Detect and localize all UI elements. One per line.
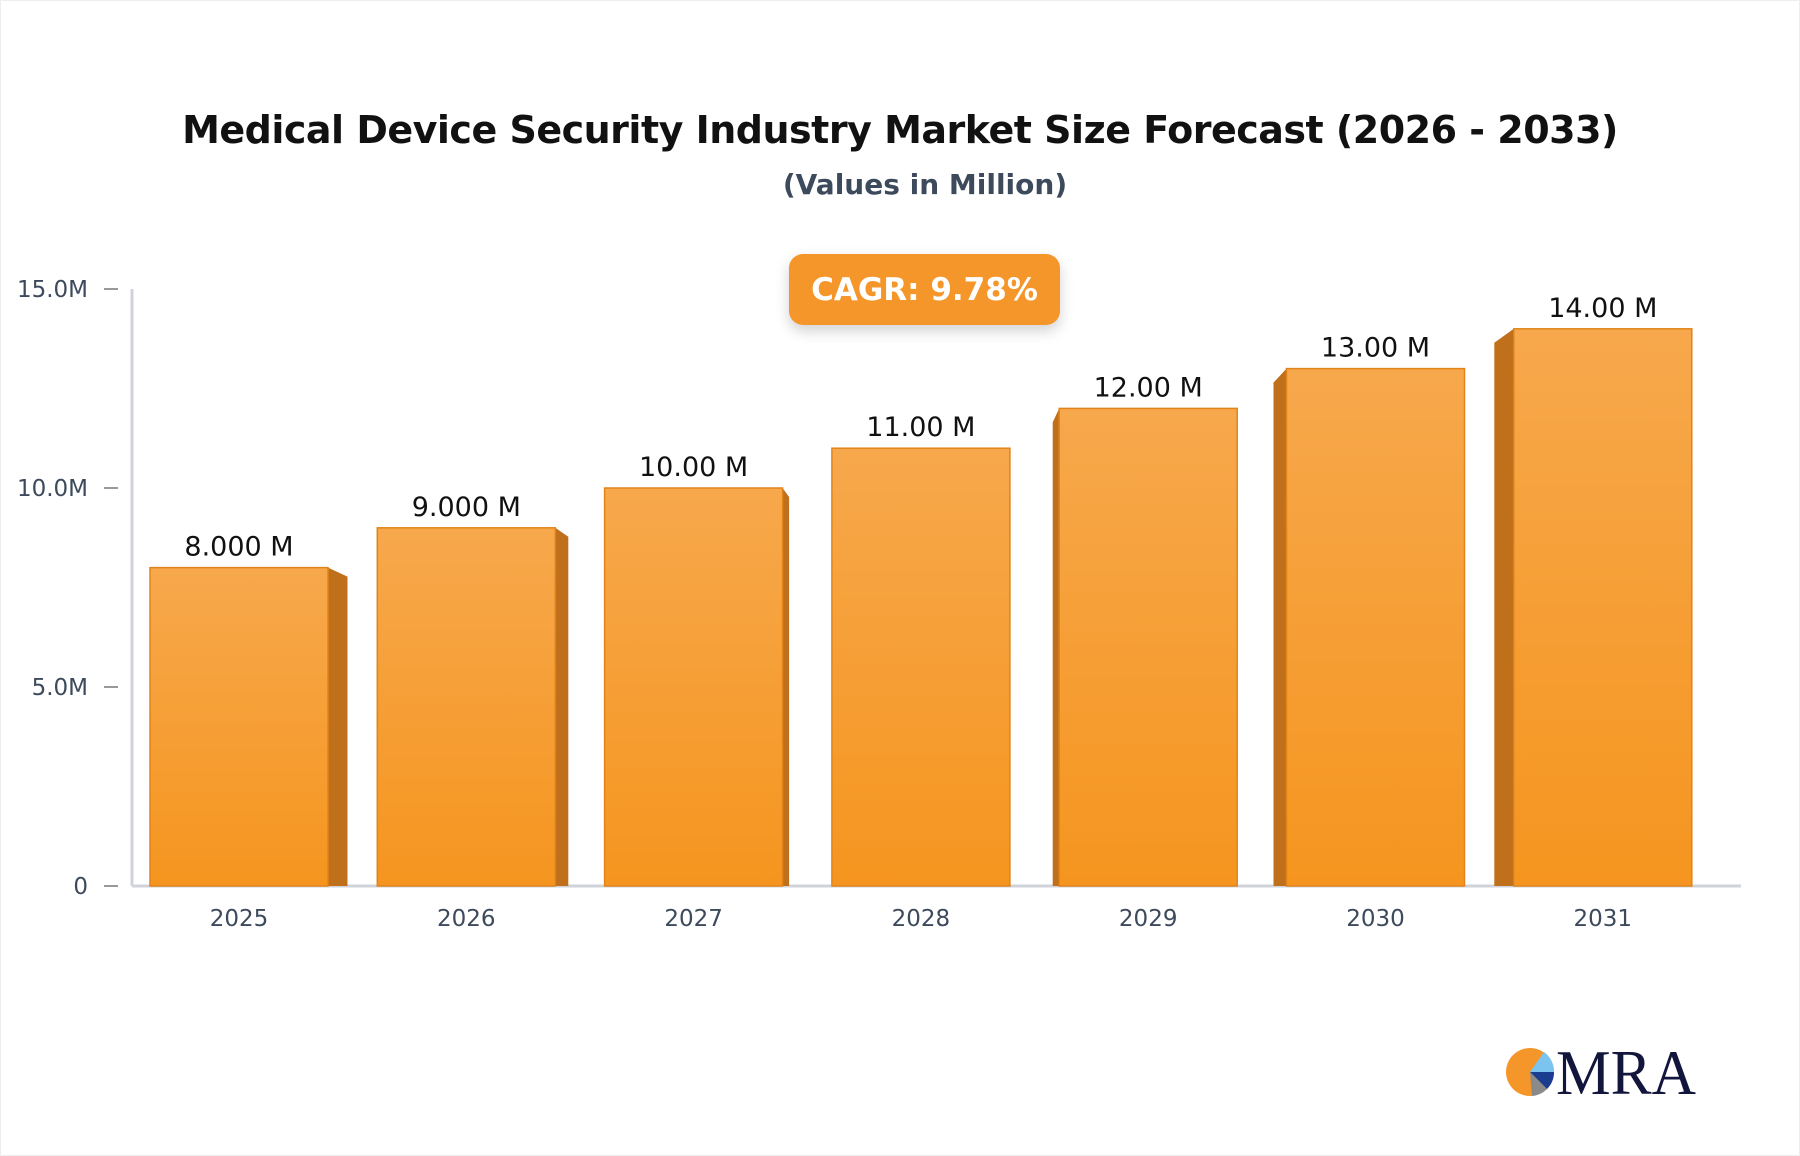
x-tick-label: 2025: [210, 906, 269, 932]
data-label: 14.00 M: [1548, 293, 1657, 324]
x-tick-label: 2027: [664, 906, 723, 932]
x-tick-label: 2030: [1346, 906, 1405, 932]
bar-side: [1052, 408, 1060, 886]
bar-2031: [1513, 328, 1693, 887]
bar-2026: [376, 527, 557, 887]
y-tick-label: 0: [73, 874, 88, 900]
data-label: 8.000 M: [184, 532, 293, 563]
cagr-badge: CAGR: 9.78%: [789, 254, 1060, 325]
data-label: 9.000 M: [412, 492, 521, 523]
y-tick-label: 15.0M: [17, 277, 88, 303]
data-label: 11.00 M: [866, 412, 975, 443]
x-tick-label: 2028: [892, 906, 951, 932]
bar-2027: [603, 487, 784, 887]
data-label: 12.00 M: [1094, 372, 1203, 403]
svg-text:MRA: MRA: [1556, 1040, 1696, 1100]
x-tick-label: 2031: [1574, 906, 1633, 932]
chart-subtitle: (Values in Million): [782, 168, 1068, 201]
bar-2028: [831, 447, 1011, 887]
bar-side: [328, 567, 348, 886]
bar-2029: [1058, 407, 1238, 887]
bar-2030: [1285, 367, 1466, 887]
y-tick-label: 5.0M: [32, 675, 88, 701]
x-tick-label: 2026: [437, 906, 496, 932]
bar-side: [1494, 328, 1514, 886]
mra-logo: MRA: [1506, 1040, 1696, 1100]
bar-2025: [149, 566, 329, 887]
bar-side: [782, 488, 790, 886]
data-label: 10.00 M: [639, 452, 748, 483]
bar-side: [1273, 368, 1287, 887]
x-tick-label: 2029: [1119, 906, 1178, 932]
data-label: 13.00 M: [1321, 333, 1430, 364]
y-tick-label: 10.0M: [17, 476, 88, 502]
chart-title: Medical Device Security Industry Market …: [182, 108, 1618, 152]
bar-side: [555, 527, 569, 886]
